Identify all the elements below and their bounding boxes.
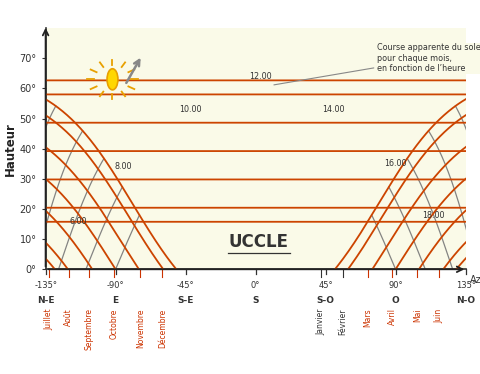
Text: Azimuth: Azimuth: [470, 275, 480, 285]
Text: Juin: Juin: [435, 309, 444, 323]
Text: 12.00: 12.00: [249, 72, 272, 81]
Text: S-E: S-E: [178, 297, 194, 306]
Text: Février: Février: [338, 309, 347, 335]
Text: -45°: -45°: [177, 281, 194, 290]
Text: E: E: [112, 297, 119, 306]
Text: -135°: -135°: [34, 281, 57, 290]
Circle shape: [107, 69, 118, 90]
Text: Mai: Mai: [413, 309, 422, 322]
Text: Course apparente du soleil
pour chaque mois,
en fonction de l’heure: Course apparente du soleil pour chaque m…: [274, 43, 480, 85]
Text: UCCLE: UCCLE: [228, 233, 288, 251]
Text: 45°: 45°: [318, 281, 333, 290]
Text: Novembre: Novembre: [136, 309, 145, 348]
Text: -90°: -90°: [107, 281, 124, 290]
Text: Janvier: Janvier: [316, 309, 325, 335]
Text: Décembre: Décembre: [158, 309, 167, 348]
Text: Septembre: Septembre: [84, 309, 94, 350]
Text: S: S: [252, 297, 259, 306]
Text: Avril: Avril: [388, 309, 397, 325]
Text: O: O: [392, 297, 399, 306]
Text: 90°: 90°: [388, 281, 403, 290]
Text: 6.00: 6.00: [70, 217, 87, 226]
Text: Août: Août: [64, 309, 73, 326]
Text: 18.00: 18.00: [422, 211, 444, 220]
Y-axis label: Hauteur: Hauteur: [4, 122, 17, 176]
Text: 0°: 0°: [251, 281, 260, 290]
Text: 16.00: 16.00: [384, 159, 407, 168]
Text: Juillet: Juillet: [44, 309, 53, 330]
Text: 8.00: 8.00: [115, 162, 132, 171]
Text: S-O: S-O: [317, 297, 335, 306]
Text: 135°: 135°: [456, 281, 476, 290]
Text: 10.00: 10.00: [179, 105, 202, 114]
Text: 14.00: 14.00: [322, 105, 345, 114]
Text: Octobre: Octobre: [109, 309, 119, 339]
Text: N-O: N-O: [456, 297, 475, 306]
Text: N-E: N-E: [37, 297, 54, 306]
Text: Mars: Mars: [363, 309, 372, 327]
